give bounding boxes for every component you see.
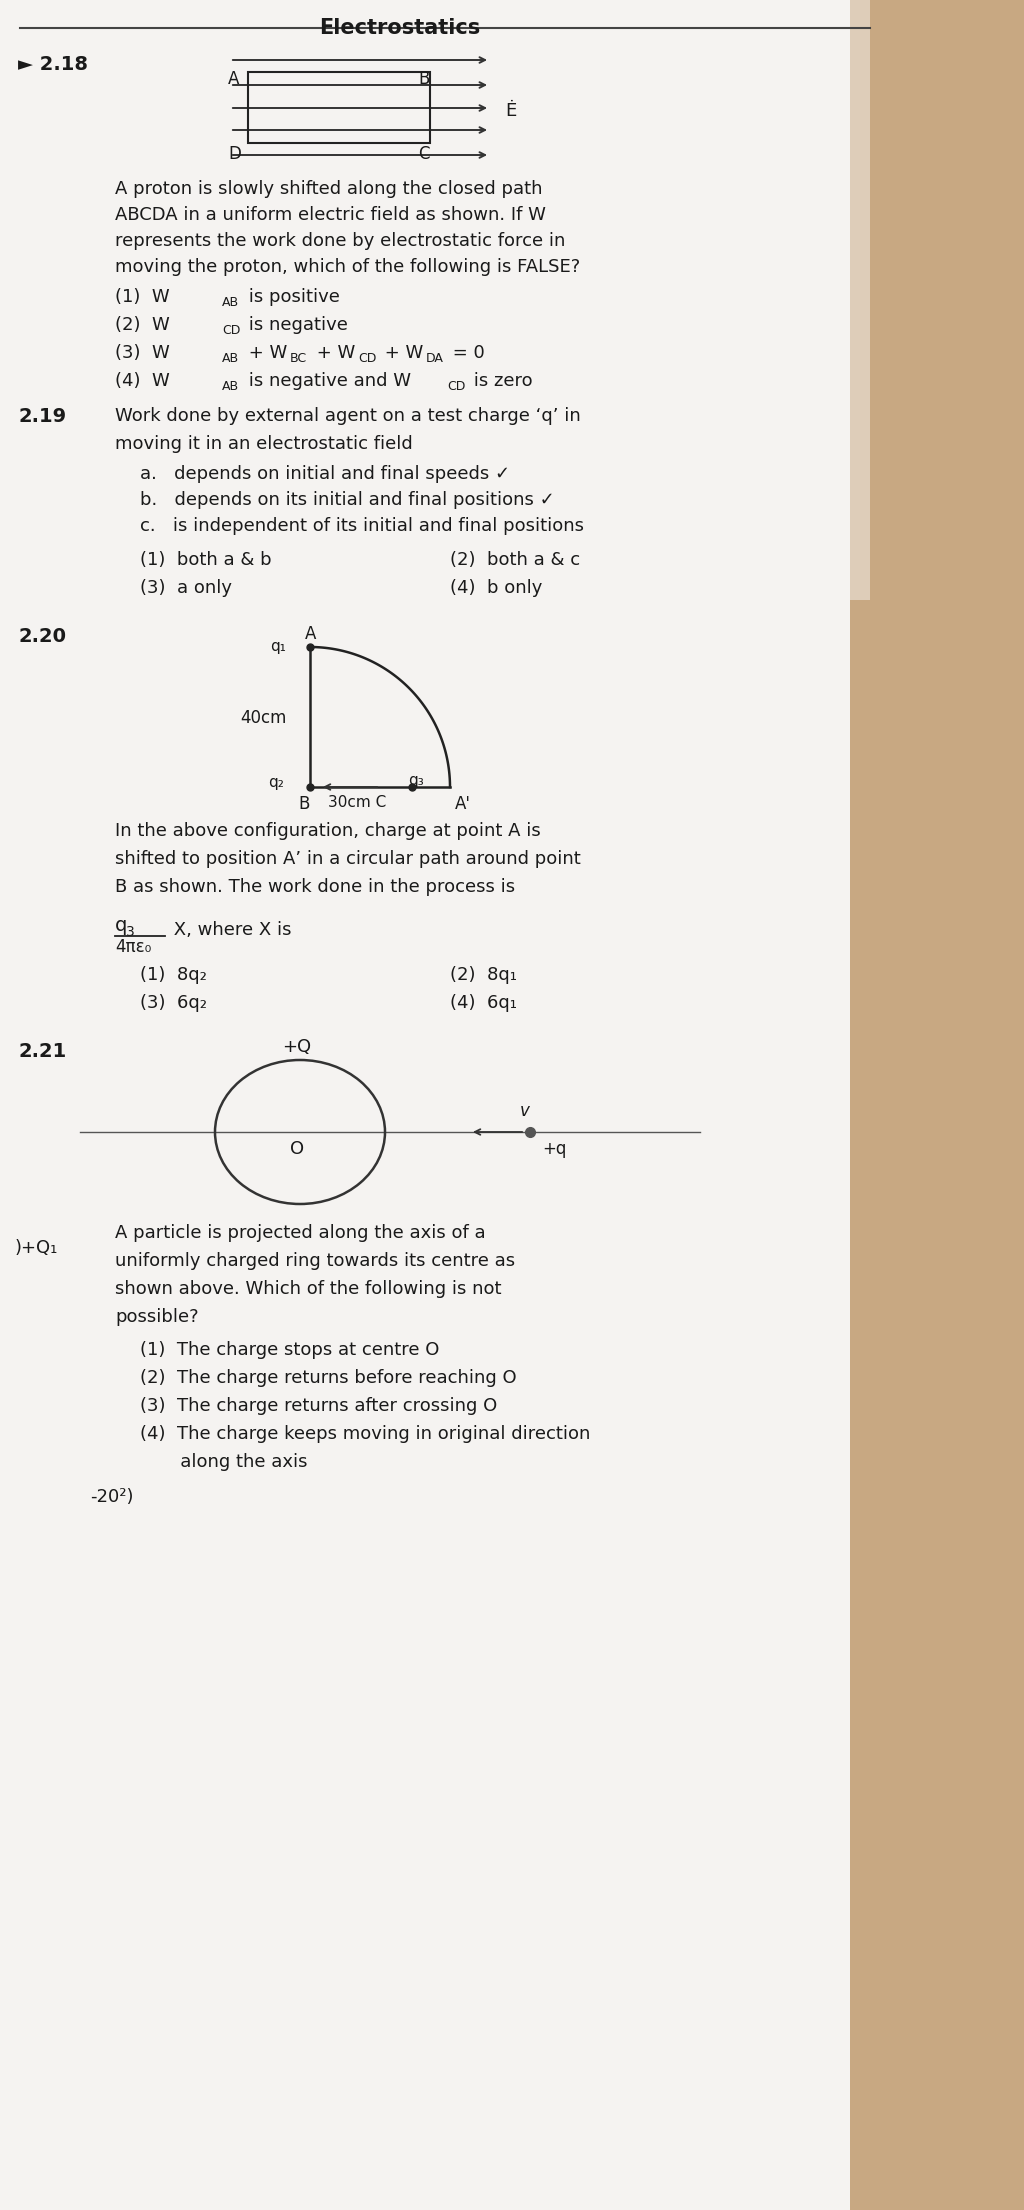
Text: (1)  W: (1) W: [115, 287, 170, 305]
Text: is negative and W: is negative and W: [243, 371, 411, 389]
Polygon shape: [400, 0, 870, 599]
Text: q: q: [115, 915, 127, 935]
Text: (2)  W: (2) W: [115, 316, 170, 334]
Text: DA: DA: [426, 351, 443, 365]
Text: possible?: possible?: [115, 1308, 199, 1326]
Text: 2.21: 2.21: [18, 1041, 67, 1061]
Text: CD: CD: [222, 325, 241, 336]
Text: Work done by external agent on a test charge ‘q’ in: Work done by external agent on a test ch…: [115, 407, 581, 424]
Text: CD: CD: [358, 351, 377, 365]
Text: 4πε₀: 4πε₀: [115, 937, 152, 957]
Text: X, where X is: X, where X is: [168, 922, 292, 939]
Text: v: v: [520, 1103, 529, 1120]
Bar: [248, 73, 430, 144]
Text: O: O: [290, 1140, 304, 1158]
Text: q₁: q₁: [270, 639, 286, 654]
Text: q₃: q₃: [408, 774, 424, 789]
Text: A proton is slowly shifted along the closed path: A proton is slowly shifted along the clo…: [115, 179, 543, 199]
Text: Ė: Ė: [505, 102, 516, 119]
Text: +q: +q: [542, 1140, 566, 1158]
Text: represents the work done by electrostatic force in: represents the work done by electrostati…: [115, 232, 565, 250]
Polygon shape: [850, 0, 1024, 2210]
Text: moving it in an electrostatic field: moving it in an electrostatic field: [115, 435, 413, 453]
Text: shown above. Which of the following is not: shown above. Which of the following is n…: [115, 1280, 502, 1297]
Text: BC: BC: [290, 351, 307, 365]
Text: (4)  W: (4) W: [115, 371, 170, 389]
Text: A: A: [305, 625, 316, 643]
Text: AB: AB: [222, 380, 240, 393]
Text: ABCDA in a uniform electric field as shown. If W: ABCDA in a uniform electric field as sho…: [115, 206, 546, 223]
Text: is negative: is negative: [243, 316, 348, 334]
Text: shifted to position A’ in a circular path around point: shifted to position A’ in a circular pat…: [115, 851, 581, 869]
Text: (1)  8q₂: (1) 8q₂: [140, 966, 207, 983]
Text: A particle is projected along the axis of a: A particle is projected along the axis o…: [115, 1224, 485, 1242]
Text: CD: CD: [447, 380, 465, 393]
Text: a.   depends on initial and final speeds ✓: a. depends on initial and final speeds ✓: [140, 464, 510, 484]
Text: (1)  The charge stops at centre O: (1) The charge stops at centre O: [140, 1341, 439, 1359]
Text: A': A': [455, 796, 471, 813]
Text: AB: AB: [222, 296, 240, 309]
Text: 2.20: 2.20: [18, 628, 66, 645]
Text: In the above configuration, charge at point A is: In the above configuration, charge at po…: [115, 822, 541, 840]
Text: (2)  8q₁: (2) 8q₁: [450, 966, 517, 983]
Text: is positive: is positive: [243, 287, 340, 305]
Text: is zero: is zero: [468, 371, 532, 389]
Text: )+Q₁: )+Q₁: [15, 1240, 58, 1257]
Text: c.   is independent of its initial and final positions: c. is independent of its initial and fin…: [140, 517, 584, 535]
Text: 40cm: 40cm: [240, 709, 287, 727]
Text: (4)  The charge keeps moving in original direction: (4) The charge keeps moving in original …: [140, 1425, 591, 1443]
Text: +Q: +Q: [282, 1039, 311, 1056]
Text: (3)  W: (3) W: [115, 345, 170, 362]
Text: AB: AB: [222, 351, 240, 365]
Text: along the axis: along the axis: [140, 1452, 307, 1472]
Text: (1)  both a & b: (1) both a & b: [140, 550, 271, 568]
Text: + W: + W: [379, 345, 423, 362]
Text: (3)  6q₂: (3) 6q₂: [140, 994, 207, 1012]
Text: 2.19: 2.19: [18, 407, 67, 427]
Text: + W: + W: [311, 345, 355, 362]
Text: B: B: [298, 796, 309, 813]
Text: (2)  The charge returns before reaching O: (2) The charge returns before reaching O: [140, 1368, 517, 1388]
Text: B as shown. The work done in the process is: B as shown. The work done in the process…: [115, 877, 515, 895]
Text: C: C: [418, 146, 429, 164]
Text: Electrostatics: Electrostatics: [319, 18, 480, 38]
Text: (3)  The charge returns after crossing O: (3) The charge returns after crossing O: [140, 1397, 498, 1414]
Text: b.   depends on its initial and final positions ✓: b. depends on its initial and final posi…: [140, 491, 555, 508]
Text: moving the proton, which of the following is FALSE?: moving the proton, which of the followin…: [115, 259, 581, 276]
Text: = 0: = 0: [447, 345, 484, 362]
Text: uniformly charged ring towards its centre as: uniformly charged ring towards its centr…: [115, 1253, 515, 1271]
Text: (4)  6q₁: (4) 6q₁: [450, 994, 517, 1012]
Text: (3)  a only: (3) a only: [140, 579, 232, 597]
Text: D: D: [228, 146, 241, 164]
Text: 30cm C: 30cm C: [328, 796, 386, 811]
Text: B: B: [418, 71, 429, 88]
Text: (4)  b only: (4) b only: [450, 579, 543, 597]
Text: + W: + W: [243, 345, 288, 362]
Text: -20²): -20²): [90, 1487, 133, 1505]
Polygon shape: [0, 0, 870, 2210]
Text: 3: 3: [126, 926, 135, 939]
Text: q₂: q₂: [268, 776, 284, 789]
Text: (2)  both a & c: (2) both a & c: [450, 550, 581, 568]
Text: A: A: [228, 71, 240, 88]
Text: ► 2.18: ► 2.18: [18, 55, 88, 73]
